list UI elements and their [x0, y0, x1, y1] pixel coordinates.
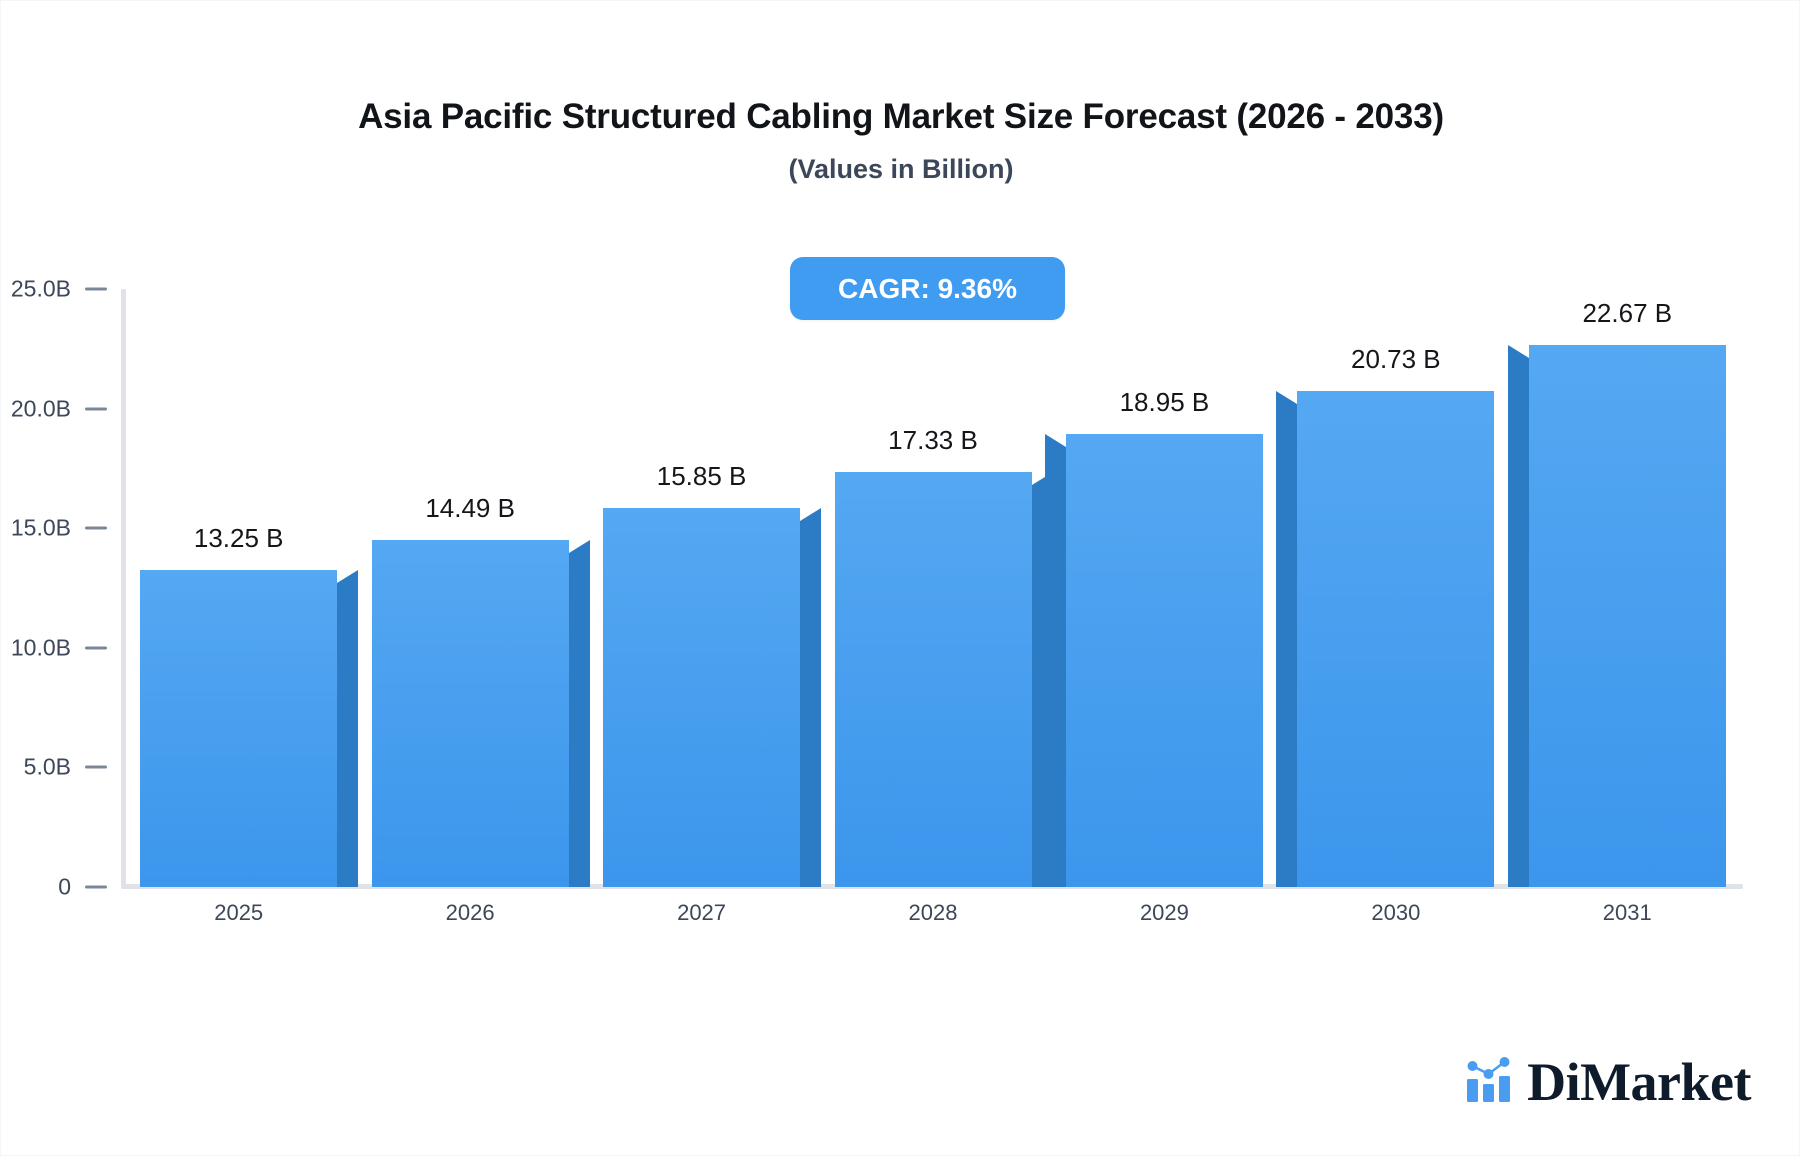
- bar-front-face: [371, 540, 569, 887]
- y-tick-dash-icon: [85, 765, 107, 769]
- bar-value-label: 20.73 B: [1351, 344, 1441, 375]
- y-axis-tick-label: 5.0B: [24, 754, 107, 781]
- x-axis-tick-label: 2031: [1602, 900, 1652, 925]
- x-axis-tick-label: 2030: [1371, 900, 1421, 925]
- bar-top-bevel: [800, 507, 822, 521]
- y-tick-text: 20.0B: [10, 395, 71, 422]
- bar-side-face: [800, 520, 822, 887]
- x-axis-tick-label: 2029: [1139, 900, 1189, 925]
- y-tick-dash-icon: [85, 885, 107, 889]
- y-axis-line: [121, 289, 126, 889]
- bar-column[interactable]: 18.95 B: [1044, 289, 1263, 887]
- bar-side-face: [337, 583, 359, 887]
- y-tick-text: 15.0B: [10, 514, 71, 541]
- bar-column[interactable]: 22.67 B: [1507, 289, 1726, 887]
- bar-top-bevel: [1031, 472, 1053, 486]
- bar-value-label: 18.95 B: [1119, 386, 1210, 417]
- y-axis-tick-label: 15.0B: [11, 515, 107, 542]
- bar-front-face: [1528, 344, 1726, 887]
- y-tick-dash-icon: [85, 526, 107, 530]
- bar-chart-icon: [1465, 1056, 1513, 1108]
- bar-front-face: [603, 507, 801, 887]
- bar-top-bevel: [1507, 344, 1529, 358]
- bar-top-bevel: [1276, 391, 1298, 405]
- x-axis-tick-label: 2026: [445, 900, 495, 925]
- y-axis-tick-label: 10.0B: [11, 634, 107, 661]
- x-axis-tick-label: 2025: [214, 900, 264, 925]
- bar-value-label: 13.25 B: [193, 523, 284, 554]
- y-tick-text: 0: [58, 873, 71, 900]
- y-axis-tick-label: 20.0B: [11, 395, 107, 422]
- logo-wordmark: DiMarket: [1527, 1052, 1751, 1112]
- x-axis-line: [121, 884, 1743, 889]
- bar-column[interactable]: 20.73 B: [1276, 289, 1495, 887]
- chart-subtitle: (Values in Billion): [788, 154, 1014, 185]
- y-tick-text: 25.0B: [10, 275, 71, 302]
- bar-front-face: [1065, 433, 1263, 887]
- y-tick-dash-icon: [85, 287, 107, 291]
- bar-value-label: 15.85 B: [656, 460, 747, 491]
- bar-series: 13.25 B 14.49 B 15.85 B 17.33 B 18.95 B 20.73…: [123, 289, 1743, 887]
- x-axis-tick-label: 2028: [908, 900, 958, 925]
- bar-top-bevel: [337, 570, 359, 584]
- y-tick-text: 10.0B: [10, 634, 71, 661]
- y-axis-tick-label: 25.0B: [11, 276, 107, 303]
- y-tick-dash-icon: [85, 407, 107, 411]
- bar-top-bevel: [1044, 433, 1066, 447]
- y-axis-tick-label: 0: [58, 874, 107, 901]
- bar-top-bevel: [568, 540, 590, 554]
- bar-front-face: [140, 570, 338, 887]
- page-title: Asia Pacific Structured Cabling Market S…: [358, 97, 1444, 136]
- brand-logo: DiMarket: [1465, 1055, 1751, 1109]
- x-axis-tick-label: 2027: [677, 900, 727, 925]
- chart-header: Asia Pacific Structured Cabling Market S…: [1, 97, 1800, 185]
- cagr-badge: CAGR: 9.36%: [790, 257, 1065, 320]
- bar-value-label: 22.67 B: [1582, 297, 1673, 328]
- bar-side-face: [1507, 357, 1529, 887]
- y-tick-dash-icon: [85, 646, 107, 650]
- bar-column[interactable]: 17.33 B: [834, 289, 1053, 887]
- y-tick-text: 5.0B: [23, 753, 71, 780]
- bar-column[interactable]: 13.25 B: [140, 289, 359, 887]
- bar-side-face: [1276, 404, 1298, 887]
- bar-front-face: [1297, 391, 1495, 887]
- bar-side-face: [568, 553, 590, 887]
- bar-side-face: [1031, 485, 1053, 887]
- bar-value-label: 14.49 B: [425, 493, 515, 524]
- bar-column[interactable]: 15.85 B: [603, 289, 822, 887]
- bar-value-label: 17.33 B: [888, 425, 978, 456]
- bar-side-face: [1044, 446, 1066, 887]
- bar-front-face: [834, 472, 1032, 887]
- bar-column[interactable]: 14.49 B: [371, 289, 590, 887]
